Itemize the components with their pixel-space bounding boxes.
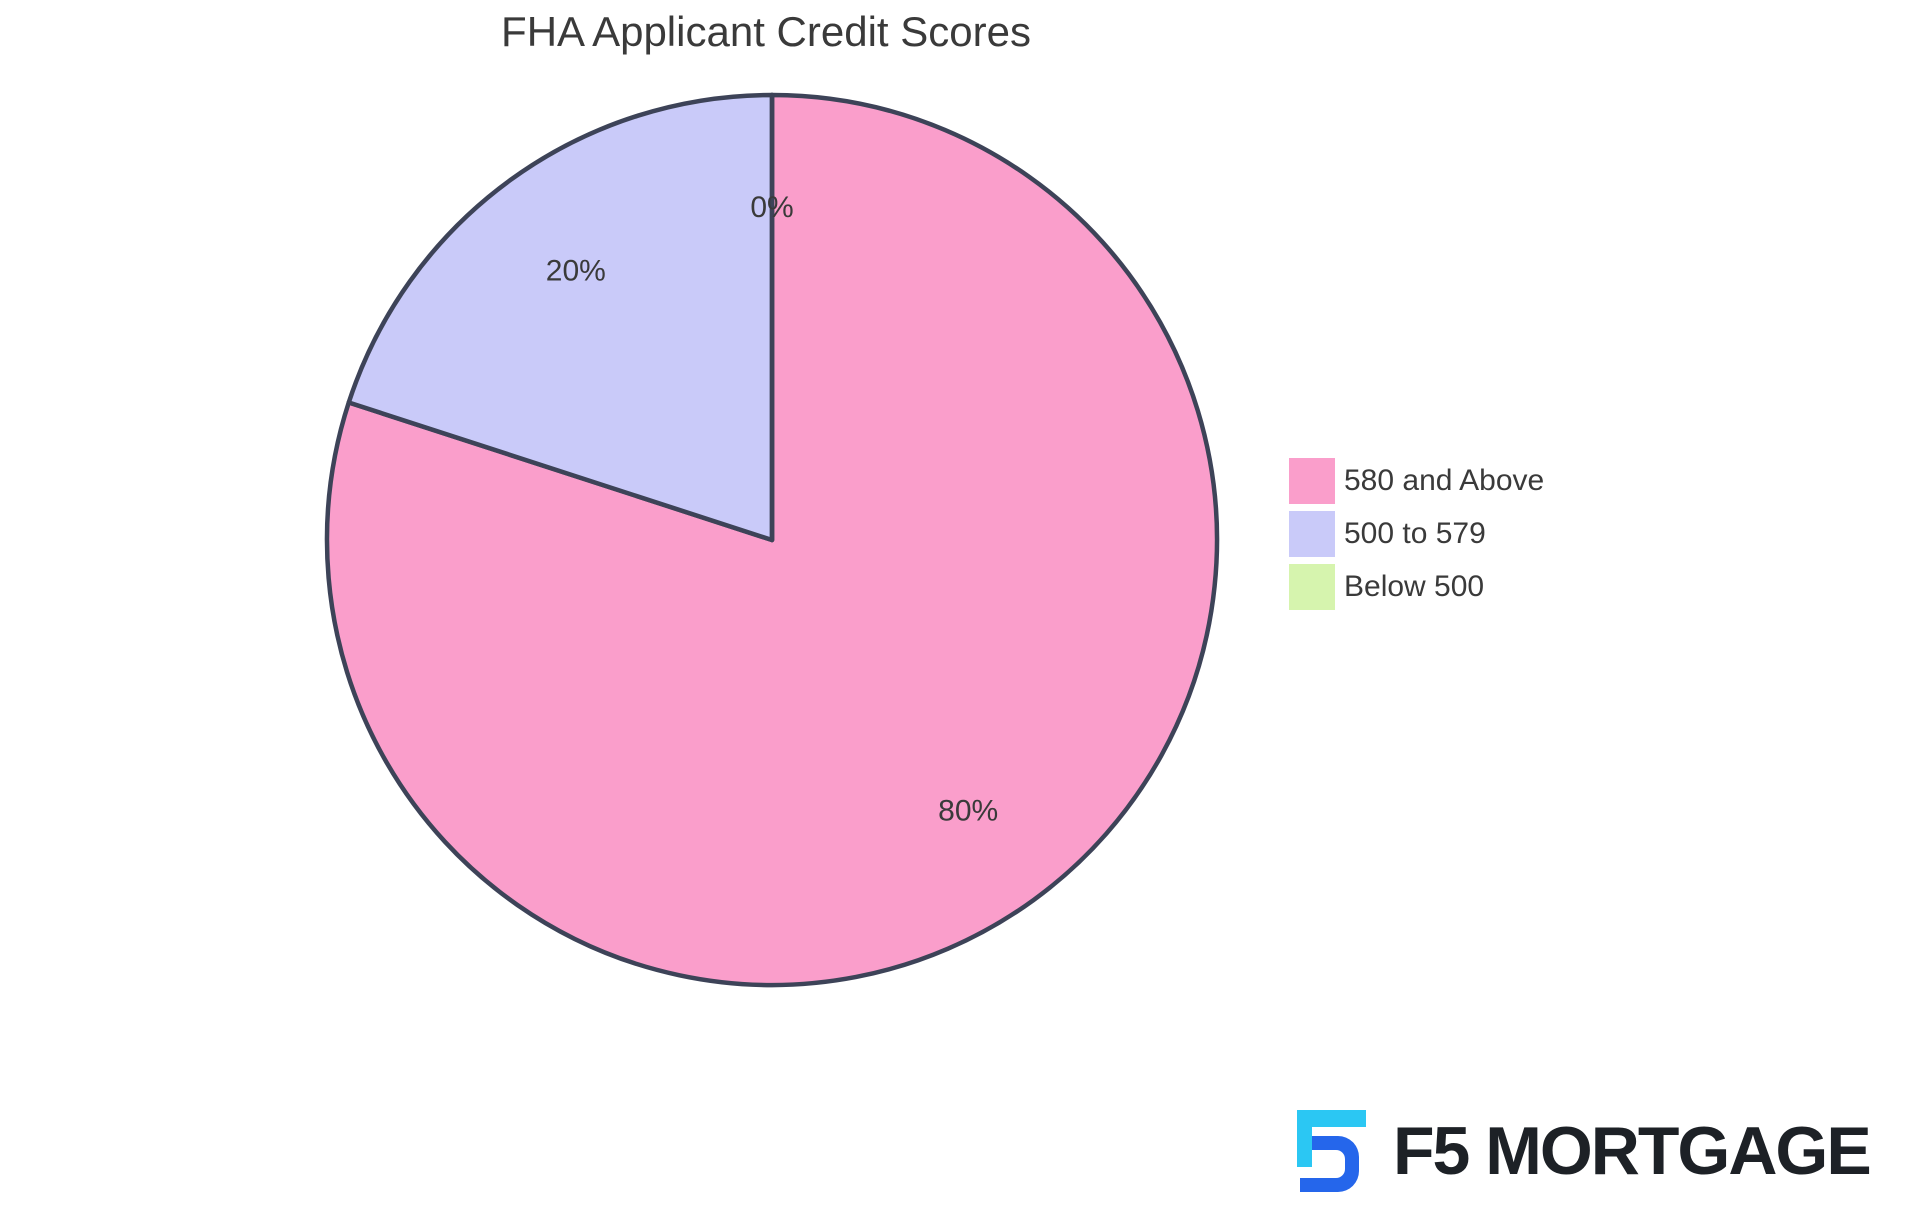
legend-item: Below 500 [1289, 564, 1544, 610]
legend-item: 580 and Above [1289, 458, 1544, 504]
brand-wordmark: F5 MORTGAGE [1393, 1113, 1872, 1189]
chart-legend: 580 and Above 500 to 579 Below 500 [1289, 458, 1544, 617]
f5-logo-icon [1297, 1110, 1366, 1192]
brand-footer: F5 MORTGAGE [1297, 1110, 1872, 1192]
legend-swatch [1289, 564, 1335, 610]
legend-label: 500 to 579 [1344, 517, 1486, 550]
legend-label: 580 and Above [1344, 464, 1545, 497]
logo-cyan-shape [1297, 1110, 1366, 1167]
legend-label: Below 500 [1344, 570, 1485, 603]
pie-slice-label: 80% [938, 795, 998, 828]
legend-swatch [1289, 458, 1335, 504]
pie-slice [346, 92, 775, 543]
legend-item: 500 to 579 [1289, 511, 1544, 557]
logo-blue-shape [1300, 1136, 1359, 1192]
pie-slice-label: 0% [750, 191, 793, 224]
legend-swatch [1289, 511, 1335, 557]
chart-title: FHA Applicant Credit Scores [501, 8, 1031, 55]
pie-slice-label: 20% [546, 255, 606, 288]
